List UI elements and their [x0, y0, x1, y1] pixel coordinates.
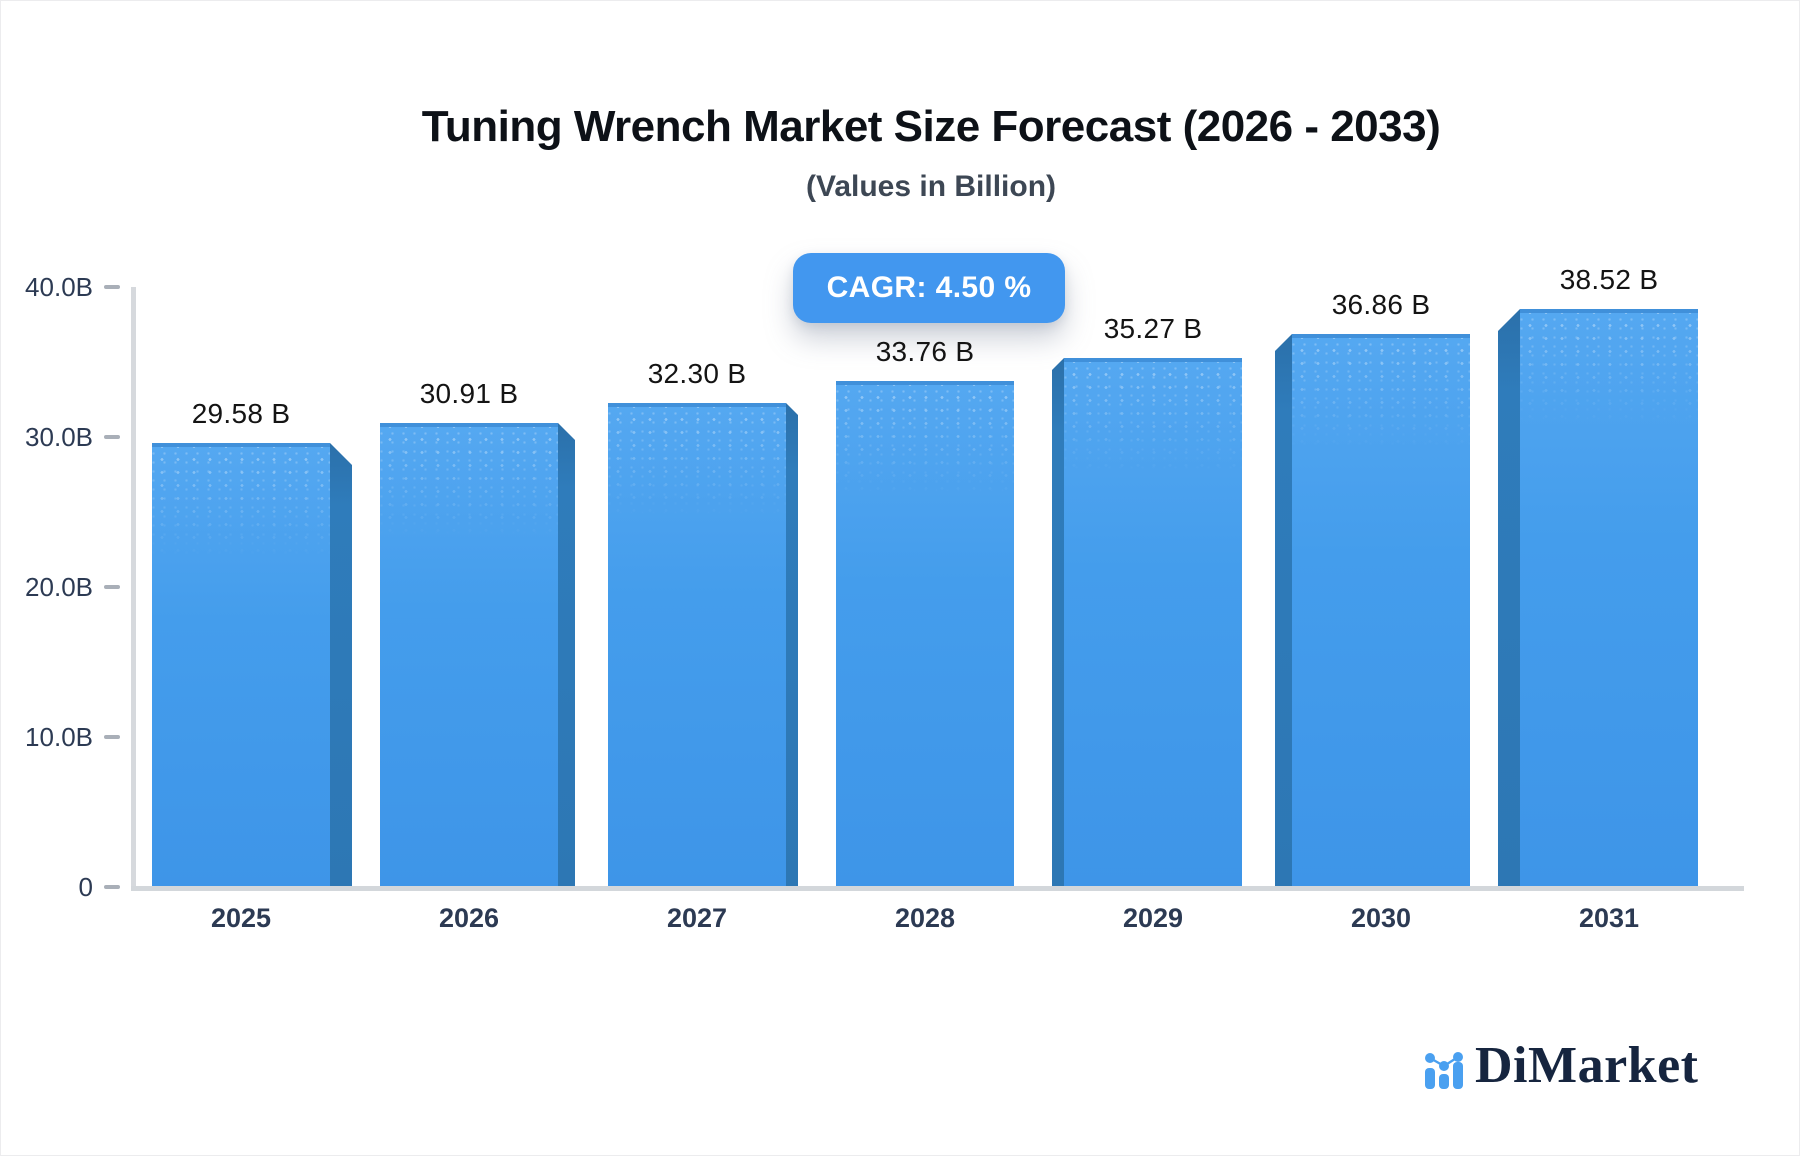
- bar-texture: [1064, 362, 1242, 474]
- y-axis-label: 40.0B: [25, 272, 93, 302]
- y-axis-label: 0: [78, 872, 93, 902]
- x-axis-label: 2031: [1578, 903, 1640, 933]
- y-axis-line: [131, 287, 136, 891]
- bar-3d-side: [330, 443, 352, 887]
- bar-texture: [380, 427, 558, 539]
- x-axis-label: 2025: [210, 903, 272, 933]
- bar-value-label: 33.76 B: [875, 336, 975, 367]
- bar-top-edge: [1064, 358, 1242, 362]
- bar-value-label: 36.86 B: [1331, 289, 1431, 320]
- x-axis-label: 2027: [666, 903, 728, 933]
- y-axis-tick: [104, 435, 120, 439]
- bar-3d-side: [1498, 309, 1520, 887]
- bar-3d-side: [558, 423, 575, 887]
- bar: [1064, 358, 1242, 887]
- bar-value-label: 32.30 B: [647, 358, 747, 389]
- chart-title: Tuning Wrench Market Size Forecast (2026…: [421, 102, 1441, 151]
- x-axis-label: 2030: [1350, 903, 1412, 933]
- bar-chart-logo-icon: [1425, 1052, 1463, 1089]
- bar-3d-side: [1052, 358, 1064, 887]
- bar-texture: [152, 447, 330, 559]
- bar-3d-side: [1275, 334, 1292, 887]
- bar-texture: [1292, 338, 1470, 450]
- bar-texture: [608, 407, 786, 519]
- y-axis-tick: [104, 585, 120, 589]
- x-axis-line: [131, 886, 1744, 891]
- bar: [1520, 309, 1698, 887]
- cagr-badge: CAGR: 4.50 %: [793, 253, 1065, 323]
- bar-value-label: 38.52 B: [1559, 264, 1659, 295]
- bar-value-label: 29.58 B: [191, 398, 291, 429]
- bar: [152, 443, 330, 887]
- y-axis-label: 30.0B: [25, 422, 93, 452]
- cagr-badge-label: CAGR: 4.50 %: [826, 271, 1032, 304]
- y-axis-tick: [104, 285, 120, 289]
- bar: [380, 423, 558, 887]
- bar-value-label: 35.27 B: [1103, 313, 1203, 344]
- bar-top-edge: [836, 381, 1014, 385]
- chart-subtitle: (Values in Billion): [805, 170, 1057, 203]
- y-axis-tick: [104, 735, 120, 739]
- bar-top-edge: [1292, 334, 1470, 338]
- bar-top-edge: [380, 423, 558, 427]
- bar-top-edge: [1520, 309, 1698, 313]
- brand-name: DiMarket: [1475, 1037, 1699, 1094]
- bar: [1292, 334, 1470, 887]
- x-axis-label: 2026: [438, 903, 500, 933]
- y-axis-tick: [104, 885, 120, 889]
- x-axis-label: 2029: [1122, 903, 1184, 933]
- bar-value-label: 30.91 B: [419, 378, 519, 409]
- y-axis-label: 20.0B: [25, 572, 93, 602]
- y-axis-label: 10.0B: [25, 722, 93, 752]
- brand-logo: DiMarket: [1417, 1039, 1698, 1093]
- bar: [836, 381, 1014, 887]
- bar-texture: [1520, 313, 1698, 425]
- bar-3d-side: [786, 403, 798, 887]
- bar-top-edge: [152, 443, 330, 447]
- bar-top-edge: [608, 403, 786, 407]
- bar-texture: [836, 385, 1014, 497]
- x-axis-label: 2028: [894, 903, 956, 933]
- bar: [608, 403, 786, 887]
